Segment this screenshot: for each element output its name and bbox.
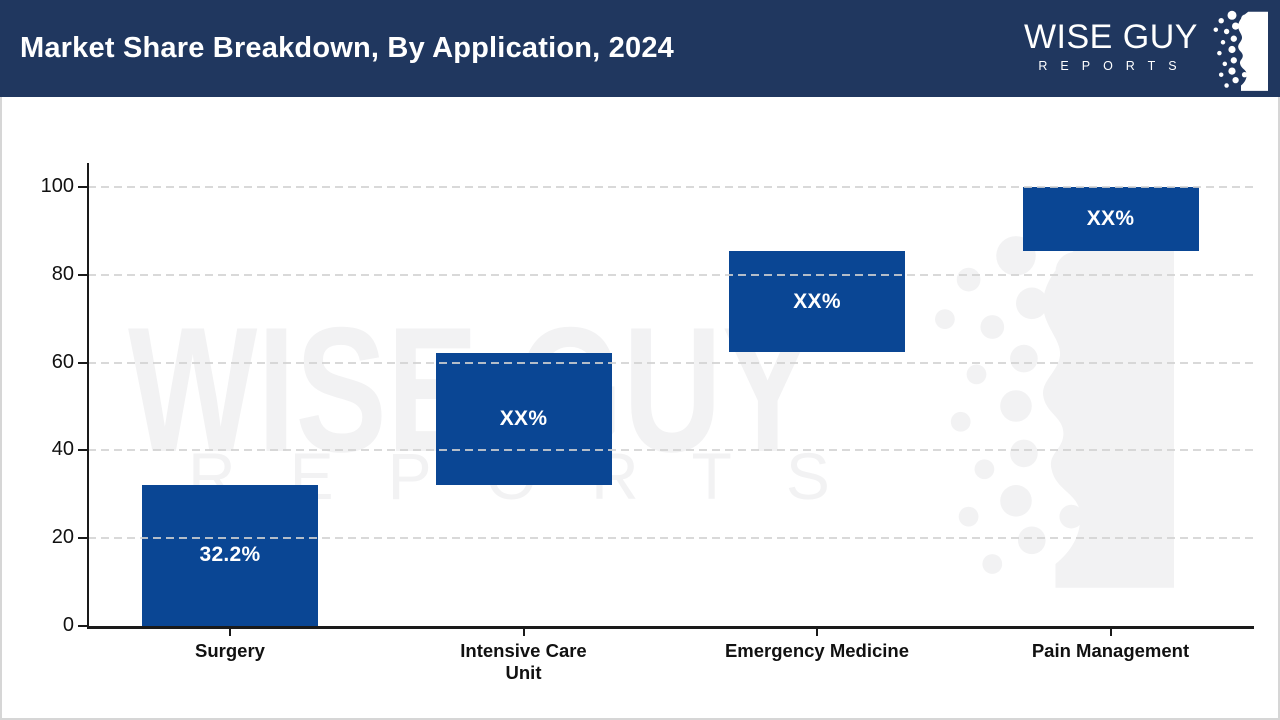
gridline-40 [88,449,1253,452]
y-tick-0 [78,625,87,627]
y-tick-80 [78,273,87,276]
y-tick-60 [78,361,87,364]
bar-intensive-care-unit: XX% [435,352,612,485]
x-label-pain-management: Pain Management [1031,640,1190,661]
x-tick-intensive-care-unit [522,628,525,636]
brand-face-icon [1213,10,1268,91]
gridline-20 [88,537,1253,540]
y-tick-20 [78,537,87,540]
header-bar: Market Share Breakdown, By Application, … [0,0,1280,97]
gridline-100 [88,186,1253,188]
bar-value-label-surgery: 32.2% [199,543,261,567]
gridline-60 [88,361,1253,364]
y-axis-line [87,163,89,628]
bar-value-label-intensive-care-unit: XX% [499,406,548,430]
brand-subname: REPORTS [1038,58,1190,73]
x-axis-line [87,626,1254,629]
x-tick-surgery [229,628,231,636]
x-label-emergency-medicine: Emergency Medicine [724,640,910,661]
bar-value-label-emergency-medicine: XX% [793,289,841,313]
brand-logo-text: WISE GUY REPORTS [1023,18,1198,73]
y-tick-label-80: 80 [51,262,74,285]
y-tick-label-60: 60 [51,350,74,373]
x-label-intensive-care-unit: Intensive Care Unit [460,640,587,683]
brand-name: WISE GUY [1023,18,1198,56]
y-tick-40 [78,449,87,452]
gridline-80 [88,273,1253,276]
x-tick-pain-management [1109,628,1112,636]
x-label-surgery: Surgery [195,640,265,661]
y-tick-label-20: 20 [51,526,74,549]
page-title: Market Share Breakdown, By Application, … [20,32,674,64]
y-tick-label-0: 0 [62,614,74,636]
bar-surgery: 32.2% [142,484,318,626]
y-tick-label-40: 40 [51,438,74,461]
brand-logo: WISE GUY REPORTS [1024,6,1268,92]
x-tick-emergency-medicine [816,628,818,636]
bar-value-label-pain-management: XX% [1086,206,1135,230]
y-tick-100 [78,186,87,188]
y-tick-label-100: 100 [40,175,74,197]
bar-pain-management: XX% [1022,187,1199,251]
bar-emergency-medicine: XX% [729,250,905,353]
